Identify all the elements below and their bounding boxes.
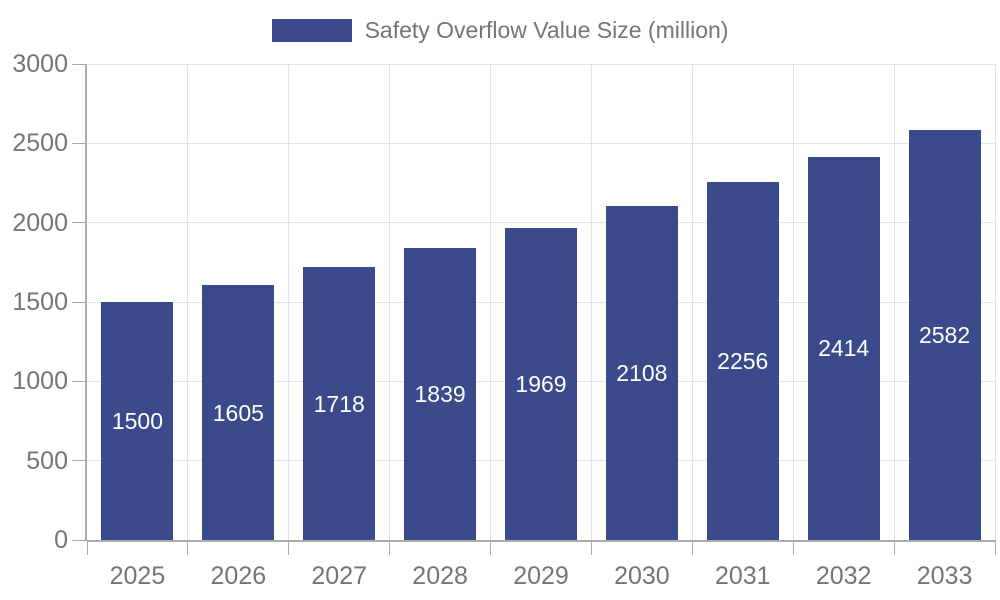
gridline-v [288,64,290,540]
gridline-v [994,64,996,540]
gridline-v [490,64,492,540]
gridline-v [590,64,592,540]
x-tick-label: 2027 [311,562,368,590]
x-axis-tick [590,540,592,555]
bar-value-label: 2414 [818,335,870,362]
legend: Safety Overflow Value Size (million) [0,17,1000,44]
bar-value-label: 1500 [111,408,164,434]
x-tick-label: 2030 [614,562,670,590]
x-axis-tick [691,540,693,555]
x-tick-label: 2028 [412,562,468,590]
bar-value-label: 1969 [515,370,567,397]
gridline-h [87,222,995,224]
bar-value-label: 2582 [918,322,971,349]
gridline-v [893,64,895,540]
gridline-v [187,64,189,540]
x-axis-tick [893,540,895,555]
y-tick-label: 2500 [12,129,68,158]
bar [202,285,275,540]
bar [404,248,477,540]
x-axis-line [87,540,995,542]
x-tick-label: 2032 [815,562,872,590]
bar [303,267,376,540]
gridline-h [87,63,995,65]
x-axis-tick [389,540,391,555]
y-axis-tick [72,222,87,224]
y-tick-label: 1000 [12,367,68,396]
y-tick-label: 0 [54,526,68,554]
y-axis-tick [72,539,87,541]
bar-value-label: 1839 [414,381,466,408]
gridline-h [87,142,995,144]
y-axis-tick [72,63,87,65]
bar-value-label: 1718 [313,390,365,417]
bar [101,302,174,540]
x-axis-tick [792,540,794,555]
bar-value-label: 2108 [616,359,668,386]
y-axis-tick [72,460,87,462]
x-tick-label: 2026 [210,562,267,590]
bar [908,130,981,540]
x-tick-label: 2025 [109,562,166,590]
bar [505,227,577,540]
x-axis-tick [86,540,88,555]
x-tick-label: 2033 [916,562,973,590]
x-axis-tick [288,540,290,555]
y-axis-tick [72,380,87,382]
legend-label: Safety Overflow Value Size (million) [364,17,729,43]
y-axis-tick [72,301,87,303]
legend-swatch [271,19,352,42]
plot-area: 1500 1605 1718 1839 1969 2108 2256 2414 2582 [87,63,996,540]
bar-value-label: 2256 [717,348,769,375]
bar-value-label: 1605 [212,399,264,426]
x-axis-tick [187,540,189,555]
gridline-v [792,64,794,540]
gridline-v [691,64,693,540]
bar [706,182,779,540]
x-axis-tick [490,540,492,555]
bar [807,156,880,540]
x-tick-label: 2029 [513,562,569,590]
y-tick-label: 500 [26,446,68,475]
x-axis-tick [994,540,996,555]
y-tick-label: 3000 [12,50,68,78]
gridline-v [389,64,391,540]
y-tick-label: 1500 [12,288,68,316]
y-axis-tick [72,142,87,144]
x-tick-label: 2031 [714,562,771,590]
bar [605,205,678,540]
y-tick-label: 2000 [12,208,68,237]
